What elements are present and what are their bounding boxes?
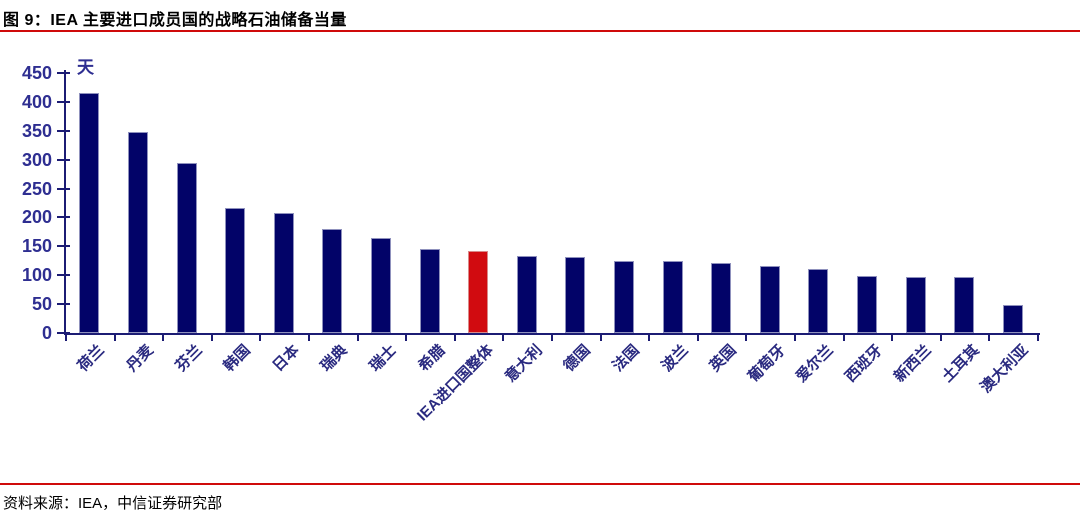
x-axis-tick bbox=[65, 334, 67, 341]
y-axis-tick bbox=[57, 274, 70, 277]
source-note: 资料来源：IEA，中信证券研究部 bbox=[3, 495, 223, 512]
x-axis-tick bbox=[357, 334, 359, 341]
x-axis-tick bbox=[648, 334, 650, 341]
y-axis-tick bbox=[57, 332, 70, 334]
y-axis-unit-label: 天 bbox=[77, 58, 94, 77]
x-axis-tick bbox=[745, 334, 747, 341]
y-axis-tick bbox=[57, 216, 70, 219]
y-axis-tick bbox=[57, 303, 70, 306]
bar bbox=[663, 261, 683, 333]
bar bbox=[517, 256, 537, 333]
x-axis-tick bbox=[162, 334, 164, 341]
y-axis-tick-label: 150 bbox=[21, 236, 52, 257]
bar bbox=[711, 263, 731, 333]
x-axis-tick bbox=[697, 334, 699, 341]
bar-chart: 天 0 50 100 150 200 250 300 350 400 450 荷兰 丹麦 芬兰 韩国 日本瑞… bbox=[0, 33, 1080, 483]
bar bbox=[857, 276, 877, 333]
bar bbox=[128, 132, 148, 333]
x-axis-tick bbox=[600, 334, 602, 341]
y-axis-tick bbox=[57, 245, 70, 248]
bar bbox=[274, 213, 294, 333]
bar bbox=[371, 238, 391, 333]
figure-title: 图 9：IEA 主要进口成员国的战略石油储备当量 bbox=[3, 12, 347, 29]
y-axis-tick-label: 100 bbox=[21, 265, 52, 286]
bar bbox=[760, 266, 780, 333]
x-axis-tick bbox=[843, 334, 845, 341]
x-axis-tick bbox=[794, 334, 796, 341]
bar bbox=[225, 208, 245, 333]
x-axis-tick bbox=[988, 334, 990, 341]
title-underline-rule bbox=[0, 30, 1080, 32]
y-axis-tick bbox=[57, 158, 70, 161]
y-axis-tick bbox=[57, 129, 70, 132]
y-axis-tick-label: 50 bbox=[31, 294, 52, 315]
bar-highlight bbox=[468, 251, 488, 333]
x-axis-tick bbox=[891, 334, 893, 341]
x-axis-tick bbox=[114, 334, 116, 341]
x-axis-tick bbox=[308, 334, 310, 341]
bar bbox=[614, 261, 634, 333]
y-axis-tick bbox=[57, 72, 70, 74]
x-axis-tick bbox=[405, 334, 407, 341]
y-axis-tick-label: 400 bbox=[21, 91, 52, 112]
x-axis-tick bbox=[454, 334, 456, 341]
y-axis-tick-label: 200 bbox=[21, 207, 52, 228]
bar bbox=[808, 269, 828, 333]
x-axis-tick bbox=[940, 334, 942, 341]
bar bbox=[906, 277, 926, 333]
y-axis-tick-label: 450 bbox=[21, 63, 52, 83]
bar bbox=[565, 257, 585, 333]
bar bbox=[79, 93, 99, 333]
y-axis-tick bbox=[57, 187, 70, 190]
y-axis-tick-label: 0 bbox=[41, 323, 52, 343]
y-axis-tick bbox=[57, 100, 70, 103]
x-axis-tick bbox=[502, 334, 504, 341]
x-axis-tick bbox=[1037, 334, 1039, 341]
bar bbox=[1003, 305, 1023, 333]
y-axis-line bbox=[64, 70, 66, 335]
bar bbox=[177, 163, 197, 333]
bar bbox=[322, 229, 342, 333]
x-axis-tick bbox=[551, 334, 553, 341]
footer-rule bbox=[0, 483, 1080, 485]
y-axis-tick-label: 250 bbox=[21, 178, 52, 199]
bar bbox=[420, 249, 440, 333]
y-axis-tick-label: 350 bbox=[21, 120, 52, 141]
y-axis-tick-label: 300 bbox=[21, 149, 52, 170]
x-axis-tick bbox=[211, 334, 213, 341]
bar bbox=[954, 277, 974, 333]
x-axis-tick bbox=[259, 334, 261, 341]
